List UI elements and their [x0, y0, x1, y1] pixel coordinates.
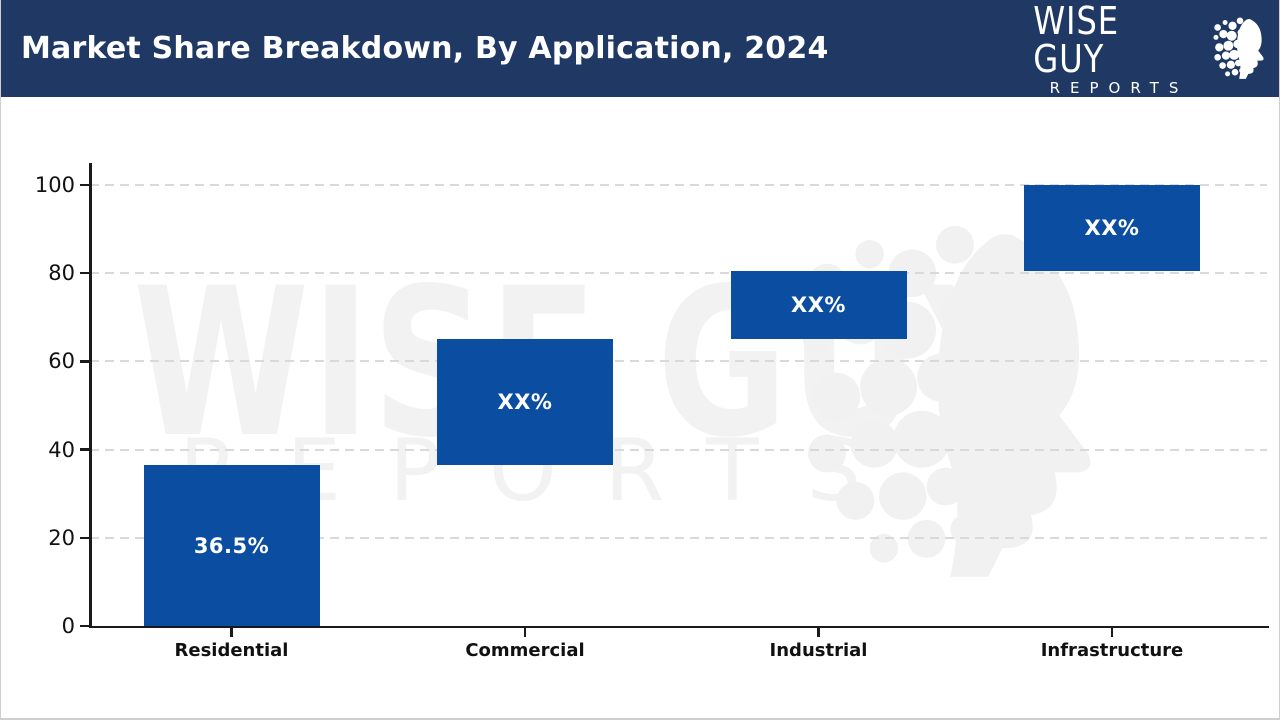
wiseguy-face-icon	[1213, 17, 1264, 79]
gridline-60	[90, 360, 1267, 363]
x-category-label: Industrial	[769, 640, 868, 661]
bar-value-label: XX%	[791, 293, 846, 318]
bar-residential: 36.5%	[143, 465, 320, 626]
header-bar: Market Share Breakdown, By Application, …	[1, 0, 1279, 97]
logo-subtitle: REPORTS	[1049, 79, 1189, 97]
y-tick-20	[80, 536, 89, 540]
page-title: Market Share Breakdown, By Application, …	[21, 31, 829, 66]
gridline-20	[90, 536, 1267, 539]
bar-value-label: XX%	[497, 390, 553, 415]
x-tick-1	[523, 628, 527, 637]
gridline-40	[90, 448, 1267, 451]
wiseguy-logo-text: WISE GUY REPORTS	[1019, 2, 1209, 96]
x-tick-2	[817, 628, 820, 637]
y-tick-60	[80, 360, 89, 363]
wiseguy-logo: WISE GUY REPORTS	[1019, 2, 1269, 96]
bar-industrial: XX%	[730, 270, 907, 340]
bar-value-label: 36.5%	[193, 533, 270, 558]
x-tick-0	[230, 628, 233, 637]
bar-infrastructure: XX%	[1024, 185, 1200, 271]
y-tick-label-80: 80	[48, 261, 75, 286]
x-axis-spine	[89, 625, 1269, 628]
x-category-label: Commercial	[465, 640, 585, 661]
gridline-100	[90, 184, 1267, 186]
y-tick-label-60: 60	[48, 349, 75, 374]
bar-value-label: XX%	[1084, 215, 1140, 240]
y-tick-label-40: 40	[48, 437, 75, 462]
y-tick-label-0: 0	[61, 614, 75, 638]
y-tick-label-20: 20	[48, 525, 75, 550]
x-tick-3	[1110, 628, 1114, 637]
gridline-80	[90, 272, 1267, 275]
x-category-label: Infrastructure	[1040, 640, 1184, 661]
y-tick-100	[80, 183, 89, 187]
x-category-label: Residential	[174, 640, 289, 661]
y-tick-label-100: 100	[34, 173, 75, 197]
y-tick-0	[80, 624, 89, 628]
y-tick-80	[80, 271, 89, 275]
bar-commercial: XX%	[437, 339, 613, 466]
y-tick-40	[80, 448, 89, 451]
logo-wordmark: WISE GUY	[1033, 0, 1120, 81]
y-axis-spine	[89, 163, 92, 628]
